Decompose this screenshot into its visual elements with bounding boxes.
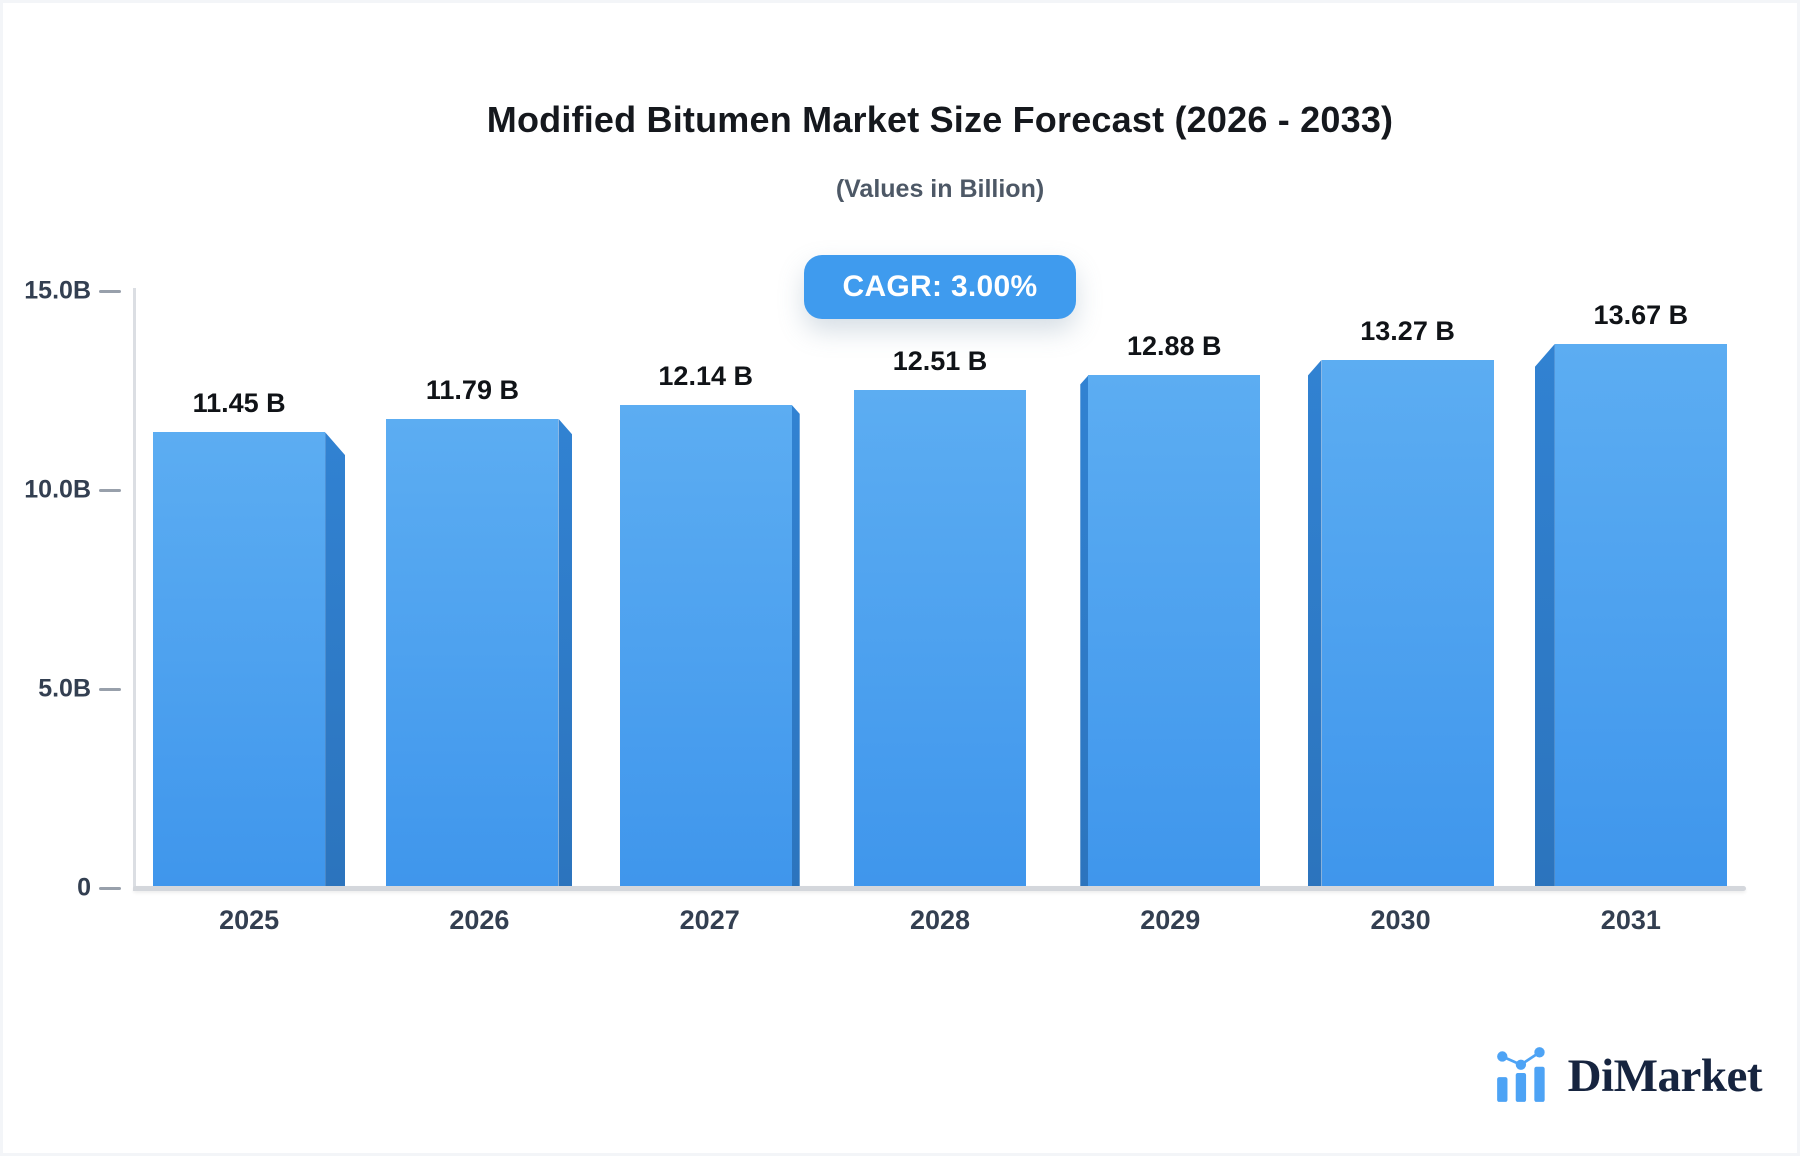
bar-value-label: 13.67 B <box>1593 299 1689 330</box>
x-axis-label-2027: 2027 <box>679 905 740 935</box>
bar-side-2030 <box>1307 359 1322 888</box>
bar-value-label: 13.27 B <box>1360 315 1455 346</box>
x-axis-label-2031: 2031 <box>1600 905 1661 935</box>
cagr-badge: CAGR: 3.00% <box>804 255 1076 319</box>
bar-2029[interactable] <box>1088 375 1261 888</box>
y-axis-tick <box>99 289 121 293</box>
bar-side-2025 <box>325 432 346 888</box>
y-axis-tick <box>99 687 121 691</box>
x-axis-label-2029: 2029 <box>1140 905 1201 935</box>
y-axis-line <box>133 288 136 891</box>
bar-side-2029 <box>1080 375 1089 888</box>
chart-title: Modified Bitumen Market Size Forecast (2… <box>486 99 1394 140</box>
y-axis-tick <box>99 488 121 492</box>
brand-logo-text: DiMarket <box>1567 1049 1763 1102</box>
bar-2030[interactable] <box>1321 359 1494 888</box>
y-axis-tick-label: 0 <box>77 873 91 902</box>
bar-side-2027 <box>791 404 800 888</box>
chart-subtitle: (Values in Billion) <box>835 175 1045 203</box>
bar-value-label: 11.79 B <box>425 374 519 405</box>
bar-value-label: 12.88 B <box>1126 331 1222 362</box>
y-axis-tick-label: 5.0B <box>38 674 91 703</box>
bar-2031[interactable] <box>1554 343 1727 888</box>
x-axis-label-2025: 2025 <box>219 905 280 935</box>
x-axis-baseline <box>133 886 1746 891</box>
bar-chart-logo-icon <box>1493 1042 1555 1109</box>
brand-logo: DiMarket <box>1493 1042 1763 1109</box>
cagr-badge-wrap: CAGR: 3.00% <box>134 255 1746 319</box>
y-axis-tick-label: 15.0B <box>24 276 91 305</box>
bar-2028[interactable] <box>854 390 1026 888</box>
x-axis-label-2028: 2028 <box>909 905 971 935</box>
bar-2027[interactable] <box>619 404 792 888</box>
bar-side-2031 <box>1534 343 1555 888</box>
bar-2025[interactable] <box>153 432 326 888</box>
bar-value-label: 12.51 B <box>892 346 988 377</box>
bar-value-label: 12.14 B <box>658 360 753 391</box>
bar-2026[interactable] <box>386 418 559 888</box>
x-axis-label-2030: 2030 <box>1370 905 1431 935</box>
x-axis-label-2026: 2026 <box>449 905 510 935</box>
y-axis-tick <box>99 886 121 890</box>
y-axis-tick-label: 10.0B <box>24 475 91 504</box>
bar-side-2026 <box>558 418 573 888</box>
bar-value-label: 11.45 B <box>192 388 286 419</box>
